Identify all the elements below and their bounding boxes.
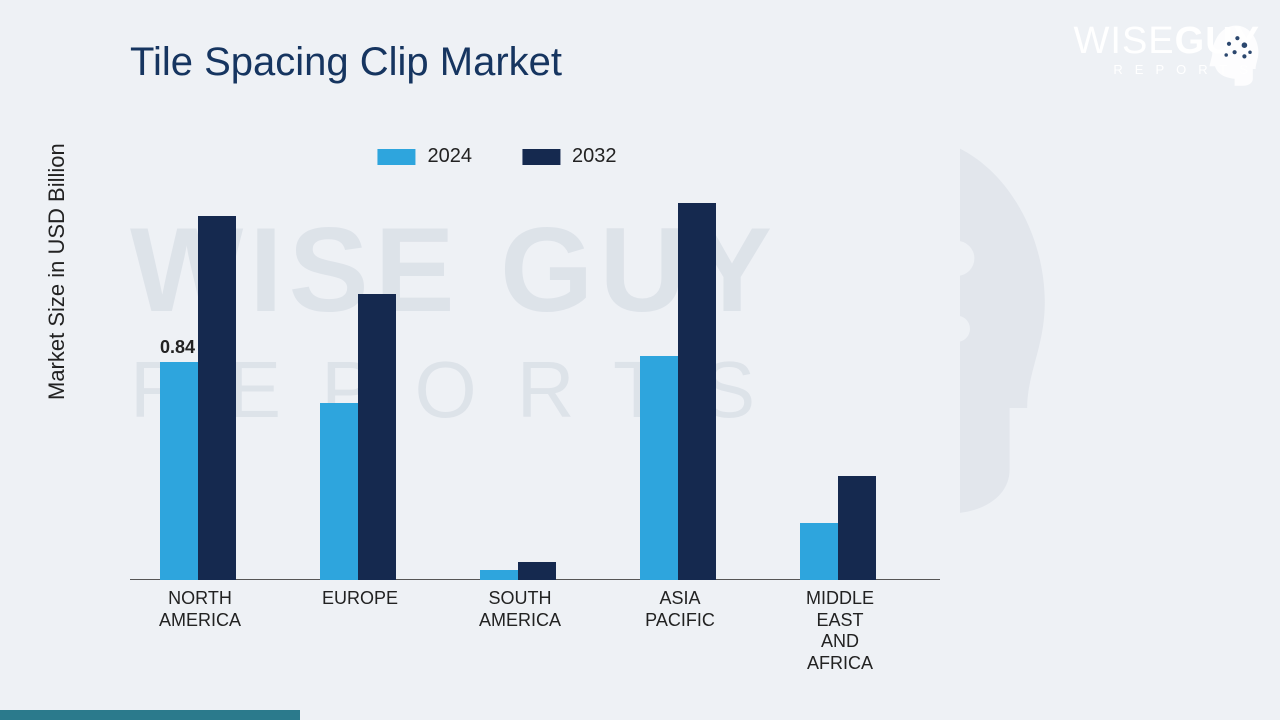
legend-label-2024: 2024: [427, 145, 472, 168]
bar-2024: [800, 523, 838, 580]
bar-2024: [480, 570, 518, 580]
plot-area: 0.84: [130, 190, 940, 580]
chart-card: Tile Spacing Clip Market WISE GUY REPORT…: [10, 10, 960, 710]
legend-label-2032: 2032: [572, 145, 617, 168]
legend: 2024 2032: [377, 145, 616, 168]
bar-2024: [640, 356, 678, 580]
category-label: NORTHAMERICA: [140, 588, 260, 631]
bar-2032: [518, 562, 556, 580]
bar-2032: [678, 203, 716, 580]
legend-swatch-2024: [377, 149, 415, 165]
brand-logo: WISEGUY REPORTS: [1074, 22, 1260, 77]
y-axis-label: Market Size in USD Billion: [44, 143, 70, 400]
bar-2032: [838, 476, 876, 580]
legend-swatch-2032: [522, 149, 560, 165]
value-label: 0.84: [160, 337, 195, 358]
chart-title: Tile Spacing Clip Market: [130, 40, 562, 85]
bar-2032: [358, 294, 396, 580]
bottom-accent-strip: [0, 710, 300, 720]
bar-2032: [198, 216, 236, 580]
bar-2024: [320, 403, 358, 580]
category-label: MIDDLEEASTANDAFRICA: [780, 588, 900, 674]
legend-item-2032: 2032: [522, 145, 617, 168]
x-axis-labels: NORTHAMERICA EUROPE SOUTHAMERICA ASIAPACIFI…: [130, 582, 940, 702]
logo-text-wise: WISE: [1074, 20, 1175, 62]
bar-2024: [160, 362, 198, 580]
legend-item-2024: 2024: [377, 145, 472, 168]
category-label: SOUTHAMERICA: [460, 588, 580, 631]
category-label: ASIAPACIFIC: [620, 588, 740, 631]
logo-head-icon: [1194, 20, 1264, 90]
category-label: EUROPE: [300, 588, 420, 610]
